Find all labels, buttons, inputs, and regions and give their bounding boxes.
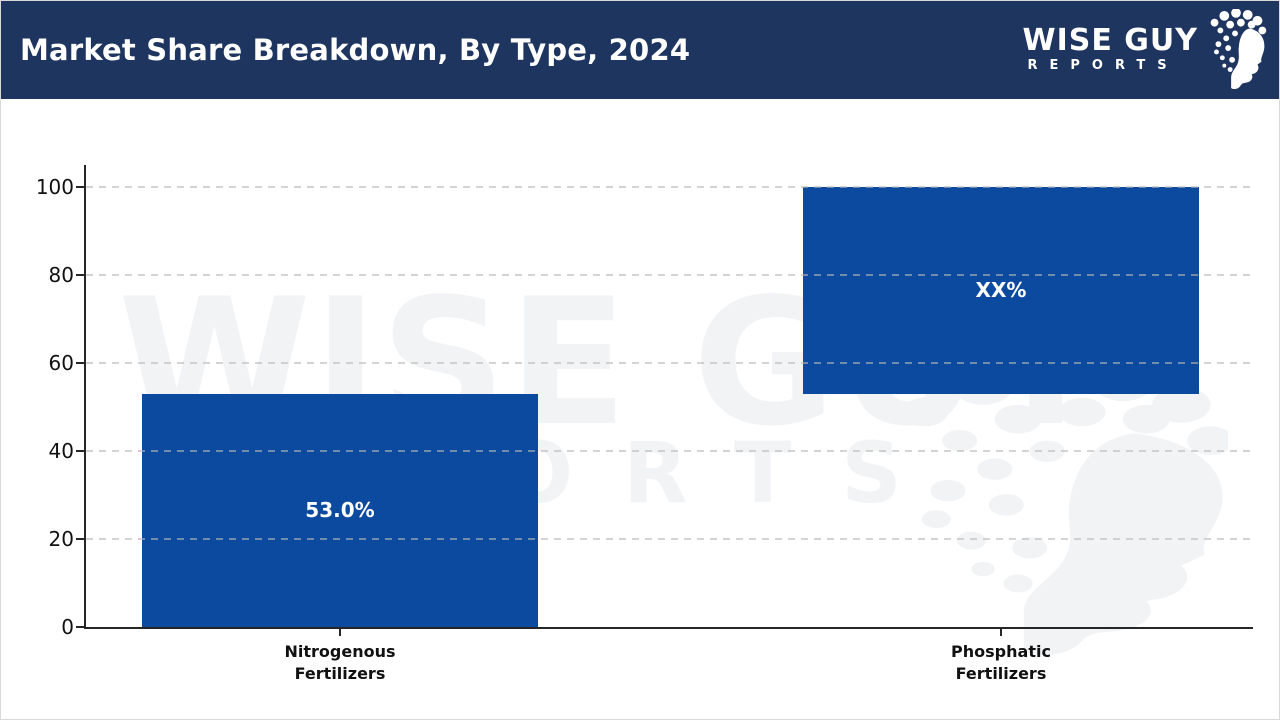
logo-subtitle: REPORTS: [1027, 58, 1179, 73]
y-tick-label: 60: [48, 351, 74, 375]
y-tick-label: 20: [48, 527, 74, 551]
wiseguy-logo-text: WISE GUY REPORTS: [1022, 25, 1198, 74]
logo-name: WISE GUY: [1022, 23, 1198, 58]
x-category-label-line: Nitrogenous: [284, 642, 396, 661]
bar-value-label: 53.0%: [305, 498, 375, 523]
x-category-label-line: Phosphatic: [951, 642, 1051, 661]
y-gridline: [86, 538, 1253, 540]
x-category-label-line: Fertilizers: [294, 664, 386, 683]
y-tick-label: 0: [61, 615, 74, 639]
x-category-label: Phosphatic Fertilizers: [841, 641, 1161, 685]
x-category-label: Nitrogenous Fertilizers: [180, 641, 500, 685]
x-category-label-line: Fertilizers: [955, 664, 1047, 683]
y-tick-label: 80: [48, 263, 74, 287]
x-axis-line: [84, 627, 1253, 629]
y-tick: [76, 450, 84, 452]
y-gridline: [86, 186, 1253, 188]
wiseguy-logo: WISE GUY REPORTS: [1022, 8, 1268, 91]
header: Market Share Breakdown, By Type, 2024 WI…: [0, 0, 1280, 99]
bar: [142, 393, 538, 627]
bar-value-label: XX%: [975, 278, 1027, 303]
y-gridline: [86, 274, 1253, 276]
y-tick: [76, 186, 84, 188]
y-tick: [76, 362, 84, 364]
bar: [803, 187, 1199, 394]
x-tick: [1000, 629, 1002, 636]
y-tick-label: 40: [48, 439, 74, 463]
page-title: Market Share Breakdown, By Type, 2024: [20, 32, 691, 67]
y-tick: [76, 626, 84, 628]
wiseguy-face-icon: [1210, 8, 1267, 89]
y-gridline: [86, 450, 1253, 452]
x-tick: [339, 629, 341, 636]
y-tick: [76, 538, 84, 540]
y-axis-line: [84, 165, 86, 629]
y-tick-label: 100: [35, 175, 74, 199]
y-gridline: [86, 362, 1253, 364]
y-tick: [76, 274, 84, 276]
